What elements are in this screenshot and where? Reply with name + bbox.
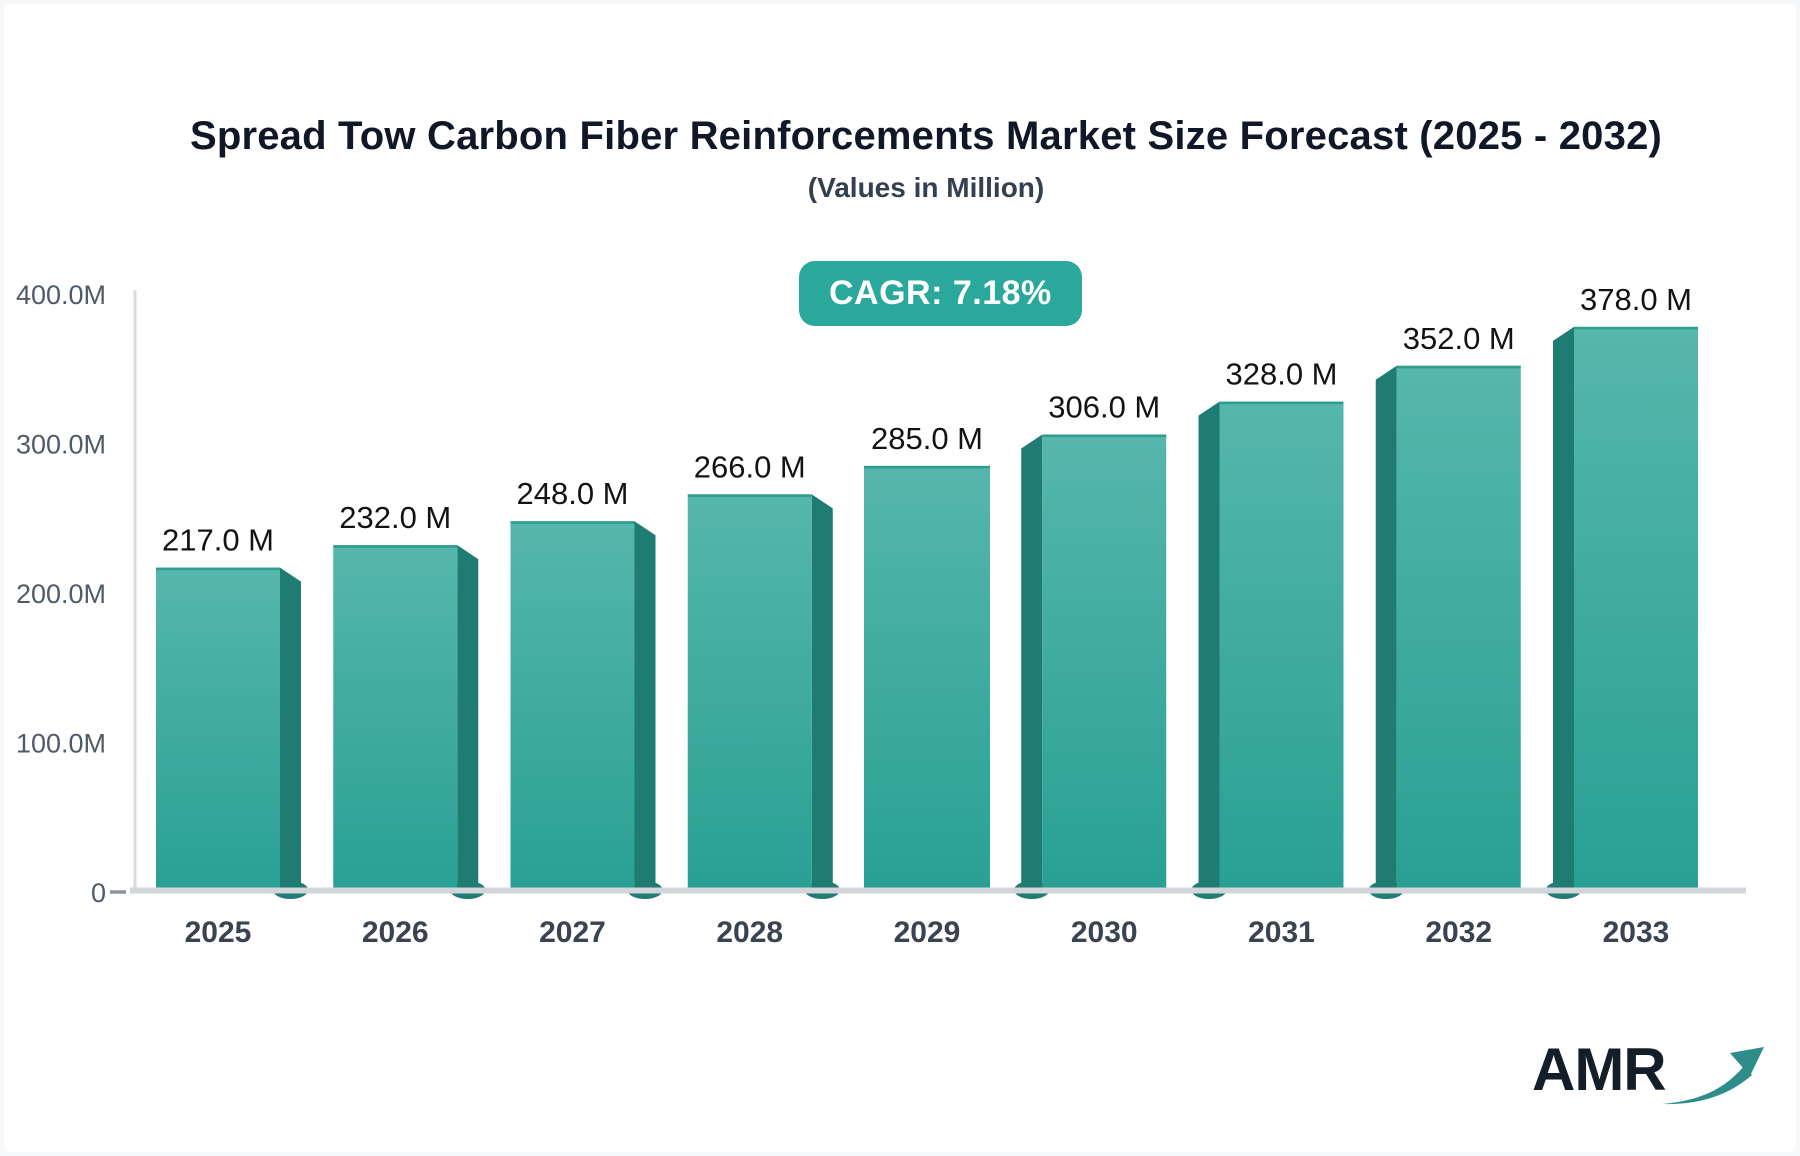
x-axis-category-label: 2025	[185, 916, 252, 949]
bar-front-face	[510, 521, 635, 892]
x-axis-category-label: 2031	[1248, 916, 1315, 949]
cagr-badge-label: CAGR: 7.18%	[829, 274, 1052, 312]
bar-group-2033: 378.0 M 2033	[1545, 282, 1698, 949]
x-axis-category-label: 2029	[894, 916, 961, 949]
bar-group-2030: 306.0 M 2030	[1014, 390, 1167, 949]
bar-value-label: 352.0 M	[1403, 321, 1515, 356]
bar-front-face	[1042, 434, 1167, 892]
bar-side-face	[1375, 365, 1397, 892]
y-axis-tick-label: 0	[91, 878, 106, 908]
bar-side-face	[1021, 434, 1043, 892]
x-axis-category-label: 2028	[716, 916, 783, 949]
y-axis-tick-label: 300.0M	[16, 430, 106, 460]
bar-front-face	[1574, 326, 1698, 892]
bar-group-2031: 328.0 M 2031	[1191, 357, 1344, 949]
bar-side-face	[634, 521, 656, 892]
x-axis-category-label: 2033	[1603, 916, 1670, 949]
amr-logo-text: AMR	[1532, 1036, 1667, 1103]
bar-side-face	[1198, 401, 1220, 892]
bar-side-face	[280, 567, 301, 892]
amr-logo: AMR	[1532, 1040, 1764, 1112]
bar-group-2026: 232.0 M 2026	[333, 500, 486, 949]
x-axis-category-label: 2032	[1425, 916, 1492, 949]
bar-group-2025: 217.0 M 2025	[156, 523, 309, 949]
x-axis-category-label: 2026	[362, 916, 429, 949]
chart-title: Spread Tow Carbon Fiber Reinforcements M…	[189, 114, 1663, 158]
bar-value-label: 306.0 M	[1048, 390, 1160, 425]
bar-value-label: 232.0 M	[339, 500, 451, 535]
bar-front-face	[156, 567, 280, 892]
x-axis-category-label: 2027	[539, 916, 606, 949]
bar-front-face	[1219, 401, 1344, 892]
bar-value-label: 378.0 M	[1580, 282, 1692, 317]
bar-front-face	[687, 494, 812, 892]
bar-chart: 0 100.0M 200.0M 300.0M 400.0M 217.0 M 2025 232.…	[16, 280, 1746, 949]
bar-value-label: 285.0 M	[871, 421, 983, 456]
y-axis-tick-label: 200.0M	[16, 579, 106, 609]
bar-value-label: 328.0 M	[1225, 357, 1337, 392]
bar-front-face	[1396, 365, 1521, 892]
bar-value-label: 248.0 M	[516, 476, 628, 511]
bar-group-2029: 285.0 M 2029	[864, 421, 990, 949]
chart-subtitle: (Values in Million)	[807, 172, 1045, 203]
y-axis-tick-label: 400.0M	[16, 280, 106, 310]
bar-side-face	[457, 545, 479, 892]
x-axis-category-label: 2030	[1071, 916, 1138, 949]
bar-front-face	[864, 465, 990, 892]
bar-side-face	[811, 494, 833, 892]
bar-value-label: 217.0 M	[162, 523, 274, 558]
bar-group-2032: 352.0 M 2032	[1368, 321, 1521, 949]
bar-group-2028: 266.0 M 2028	[687, 449, 840, 949]
bar-side-face	[1553, 326, 1574, 892]
y-axis-tick-label: 100.0M	[16, 729, 106, 759]
bar-front-face	[333, 545, 458, 892]
bar-value-label: 266.0 M	[694, 449, 806, 484]
bar-group-2027: 248.0 M 2027	[510, 476, 663, 949]
cagr-badge: CAGR: 7.18%	[799, 261, 1082, 326]
chart-card: Spread Tow Carbon Fiber Reinforcements M…	[4, 4, 1796, 1152]
amr-logo-arrow-icon	[1662, 1047, 1764, 1105]
